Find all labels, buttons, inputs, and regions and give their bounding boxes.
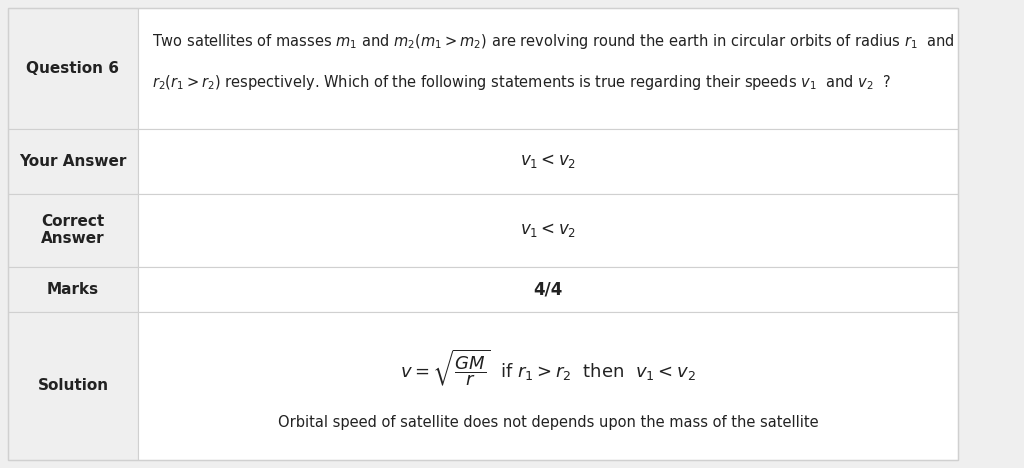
Text: Correct
Answer: Correct Answer bbox=[41, 214, 104, 247]
Text: Two satellites of masses $m_1$ and $m_2(m_1>m_2)$ are revolving round the earth : Two satellites of masses $m_1$ and $m_2(… bbox=[152, 32, 954, 51]
Text: Solution: Solution bbox=[38, 379, 109, 394]
Bar bbox=[8, 129, 138, 194]
Text: Question 6: Question 6 bbox=[27, 61, 120, 76]
Bar bbox=[8, 312, 138, 460]
Text: 4/4: 4/4 bbox=[534, 280, 562, 298]
Text: Marks: Marks bbox=[47, 282, 99, 297]
Bar bbox=[138, 8, 958, 129]
Bar bbox=[138, 267, 958, 312]
Text: $v_1 < v_2$: $v_1 < v_2$ bbox=[520, 152, 577, 170]
Text: $r_2(r_1>r_2)$ respectively. Which of the following statements is true regarding: $r_2(r_1>r_2)$ respectively. Which of th… bbox=[152, 73, 891, 92]
Bar bbox=[8, 267, 138, 312]
Bar bbox=[8, 8, 138, 129]
Bar bbox=[138, 129, 958, 194]
Bar bbox=[8, 194, 138, 267]
Text: $v = \sqrt{\dfrac{GM}{r}}$  if $r_1 > r_2$  then  $v_1 < v_2$: $v = \sqrt{\dfrac{GM}{r}}$ if $r_1 > r_2… bbox=[400, 348, 696, 388]
Bar bbox=[138, 312, 958, 460]
Text: $v_1 < v_2$: $v_1 < v_2$ bbox=[520, 221, 577, 239]
Bar bbox=[138, 194, 958, 267]
Text: Your Answer: Your Answer bbox=[19, 154, 127, 168]
Text: Orbital speed of satellite does not depends upon the mass of the satellite: Orbital speed of satellite does not depe… bbox=[278, 416, 818, 431]
